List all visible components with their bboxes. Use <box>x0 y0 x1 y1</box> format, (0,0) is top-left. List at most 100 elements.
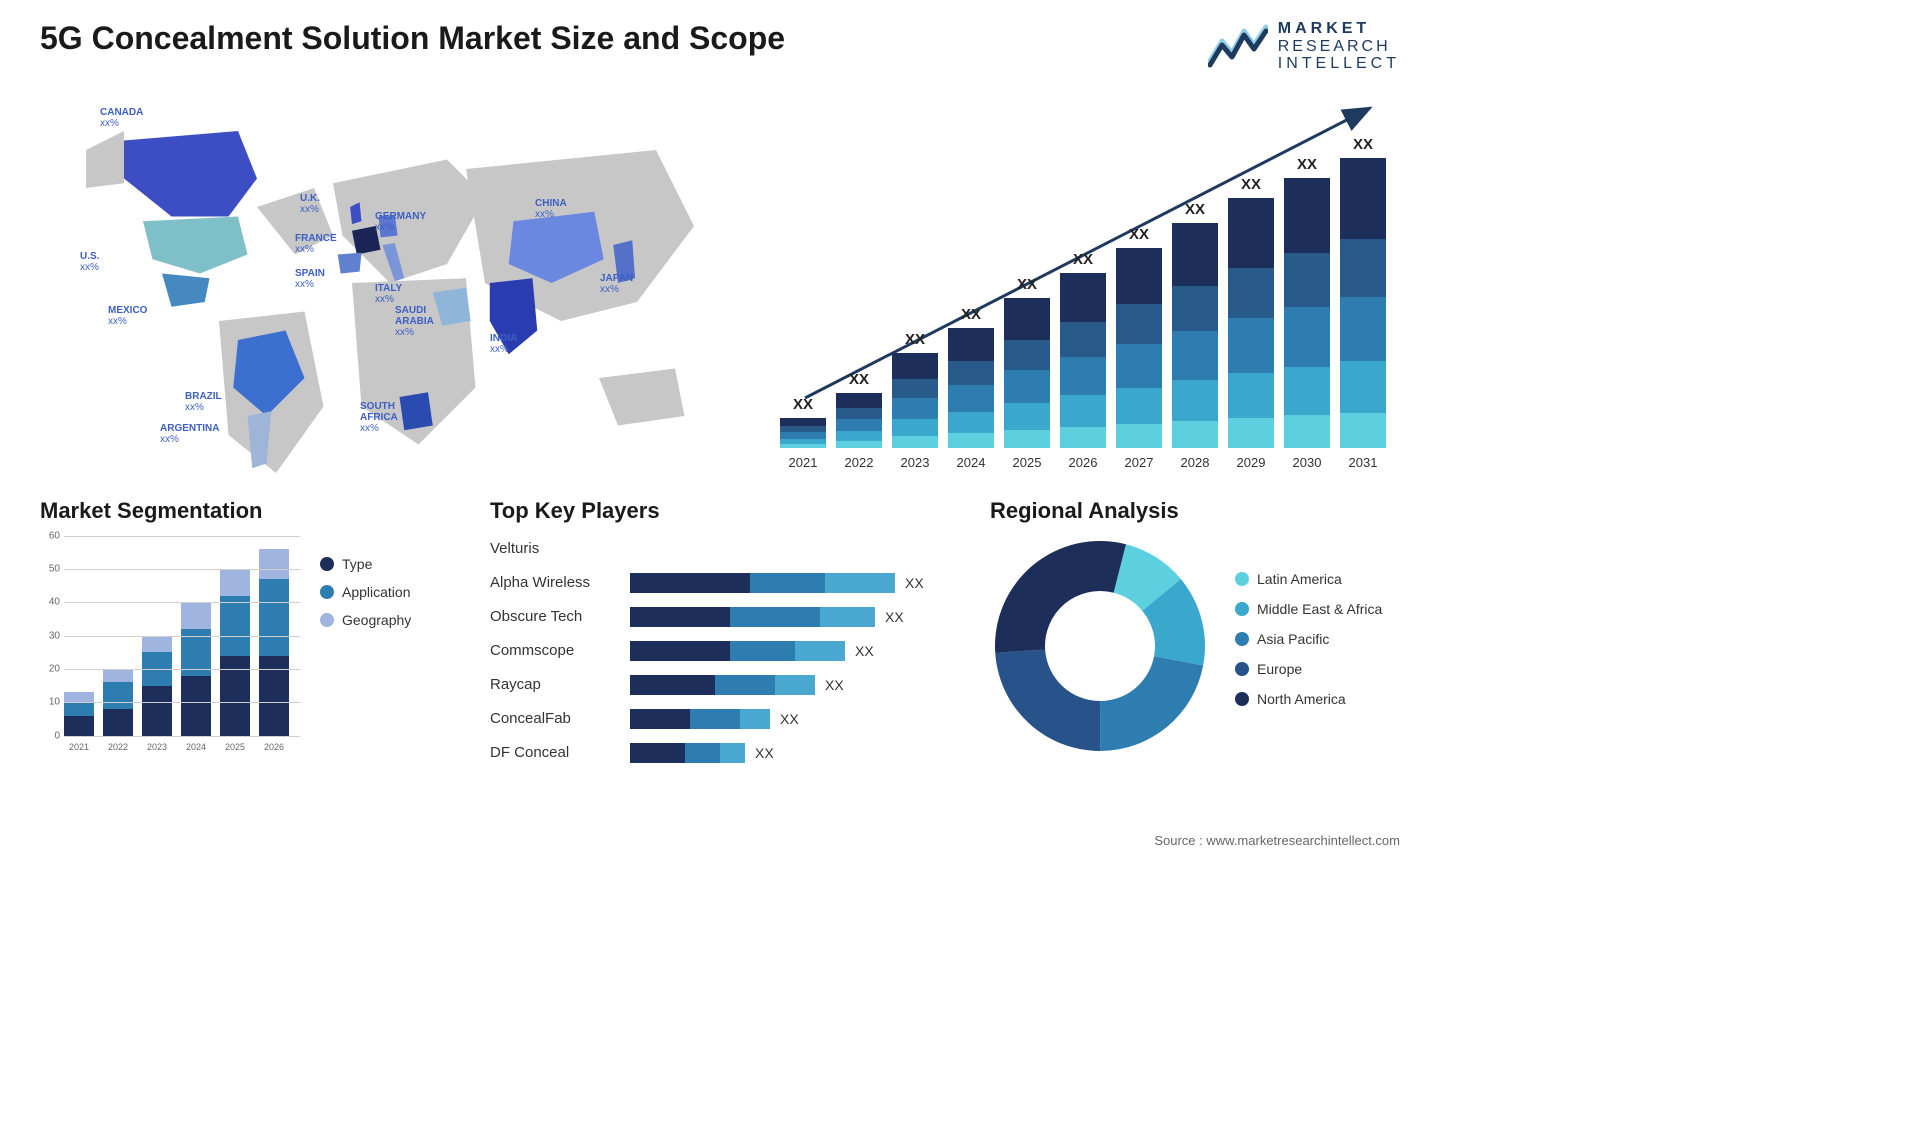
legend-item: Application <box>320 584 411 600</box>
player-value: XX <box>780 711 799 727</box>
logo-line2: RESEARCH <box>1278 38 1400 56</box>
map-label: FRANCExx% <box>295 233 337 255</box>
bar-value-label: XX <box>1004 276 1050 293</box>
logo-line1: MARKET <box>1278 20 1400 38</box>
bar-year-label: 2025 <box>1004 455 1050 470</box>
map-label: SAUDIARABIAxx% <box>395 305 434 338</box>
bar-year-label: 2026 <box>1060 455 1106 470</box>
legend-swatch-icon <box>320 557 334 571</box>
logo-line3: INTELLECT <box>1278 55 1400 73</box>
key-players-panel: Top Key Players Velturis Alpha Wireless XX… <box>490 498 960 778</box>
regional-legend: Latin AmericaMiddle East & AfricaAsia Pa… <box>1235 571 1382 721</box>
map-region-usa <box>143 216 248 273</box>
legend-item: Asia Pacific <box>1235 631 1382 647</box>
bar-year-label: 2022 <box>836 455 882 470</box>
bar-value-label: XX <box>836 371 882 388</box>
player-row: Raycap XX <box>490 672 960 698</box>
bar-value-label: XX <box>1340 136 1386 153</box>
bar-year-label: 2023 <box>892 455 938 470</box>
player-name: DF Conceal <box>490 744 630 761</box>
segmentation-panel: Market Segmentation 0102030405060 202120… <box>40 498 460 778</box>
player-bar <box>630 743 745 763</box>
legend-swatch-icon <box>320 585 334 599</box>
player-value: XX <box>825 677 844 693</box>
legend-swatch-icon <box>1235 692 1249 706</box>
world-map-panel: CANADAxx%U.S.xx%MEXICOxx%BRAZILxx%ARGENT… <box>40 93 740 473</box>
map-region-safrica <box>400 392 433 430</box>
map-label: U.S.xx% <box>80 251 99 273</box>
bar-year-label: 2028 <box>1172 455 1218 470</box>
bar-value-label: XX <box>1116 226 1162 243</box>
map-label: INDIAxx% <box>490 333 517 355</box>
donut-slice <box>995 541 1126 653</box>
player-bar <box>630 607 875 627</box>
map-label: ITALYxx% <box>375 283 402 305</box>
players-title: Top Key Players <box>490 498 960 524</box>
map-region-spain <box>338 252 362 273</box>
player-bar <box>630 675 815 695</box>
logo-wave-icon <box>1208 23 1268 69</box>
main-bar: 2028XX <box>1172 223 1218 448</box>
regional-donut-chart <box>990 536 1210 756</box>
bar-value-label: XX <box>948 306 994 323</box>
bar-year-label: 2029 <box>1228 455 1274 470</box>
player-value: XX <box>905 575 924 591</box>
main-bar: 2025XX <box>1004 298 1050 448</box>
player-value: XX <box>755 745 774 761</box>
regional-panel: Regional Analysis Latin AmericaMiddle Ea… <box>990 498 1400 778</box>
bar-value-label: XX <box>1172 201 1218 218</box>
map-label: ARGENTINAxx% <box>160 423 219 445</box>
bottom-row: Market Segmentation 0102030405060 202120… <box>40 498 1400 778</box>
bar-year-label: 2021 <box>780 455 826 470</box>
regional-title: Regional Analysis <box>990 498 1400 524</box>
segmentation-wrap: 0102030405060 202120222023202420252026 T… <box>40 536 460 756</box>
segmentation-legend: TypeApplicationGeography <box>320 556 411 640</box>
legend-item: Europe <box>1235 661 1382 677</box>
player-row: Obscure TechXX <box>490 604 960 630</box>
map-label: U.K.xx% <box>300 193 320 215</box>
players-list: VelturisAlpha WirelessXXObscure TechXXCo… <box>490 536 960 766</box>
player-name: Obscure Tech <box>490 608 630 625</box>
legend-swatch-icon <box>1235 602 1249 616</box>
main-bar-chart: 2021XX2022XX2023XX2024XX2025XX2026XX2027… <box>780 93 1400 473</box>
legend-swatch-icon <box>1235 632 1249 646</box>
player-bar <box>630 573 895 593</box>
donut-slice <box>995 649 1100 750</box>
legend-swatch-icon <box>1235 572 1249 586</box>
main-bar: 2027XX <box>1116 248 1162 448</box>
bar-value-label: XX <box>1228 176 1274 193</box>
map-label: CHINAxx% <box>535 198 567 220</box>
source-text: Source : www.marketresearchintellect.com <box>1154 833 1400 848</box>
bar-value-label: XX <box>1284 156 1330 173</box>
player-name: Velturis <box>490 540 630 557</box>
main-bar: 2031XX <box>1340 158 1386 448</box>
main-bar: 2030XX <box>1284 178 1330 448</box>
player-bar <box>630 641 845 661</box>
bar-year-label: 2030 <box>1284 455 1330 470</box>
logo-text: MARKET RESEARCH INTELLECT <box>1278 20 1400 73</box>
map-label: GERMANYxx% <box>375 211 426 233</box>
player-name: Commscope <box>490 642 630 659</box>
player-row: Alpha Wireless XX <box>490 570 960 596</box>
player-row: CommscopeXX <box>490 638 960 664</box>
header: 5G Concealment Solution Market Size and … <box>40 20 1400 73</box>
map-label: SPAINxx% <box>295 268 325 290</box>
player-bar <box>630 709 770 729</box>
legend-item: Latin America <box>1235 571 1382 587</box>
segmentation-chart: 0102030405060 202120222023202420252026 <box>40 536 300 756</box>
map-label: CANADAxx% <box>100 107 143 129</box>
player-name: Raycap <box>490 676 630 693</box>
main-bar: 2023XX <box>892 353 938 448</box>
player-row: DF Conceal XX <box>490 740 960 766</box>
player-name: Alpha Wireless <box>490 574 630 591</box>
main-bar: 2021XX <box>780 418 826 448</box>
logo: MARKET RESEARCH INTELLECT <box>1208 20 1400 73</box>
legend-item: North America <box>1235 691 1382 707</box>
bar-value-label: XX <box>892 331 938 348</box>
player-row: Velturis <box>490 536 960 562</box>
main-bar: 2029XX <box>1228 198 1274 448</box>
donut-slice <box>1100 656 1203 751</box>
map-region-mexico <box>162 273 210 306</box>
top-row: CANADAxx%U.S.xx%MEXICOxx%BRAZILxx%ARGENT… <box>40 93 1400 473</box>
legend-item: Type <box>320 556 411 572</box>
